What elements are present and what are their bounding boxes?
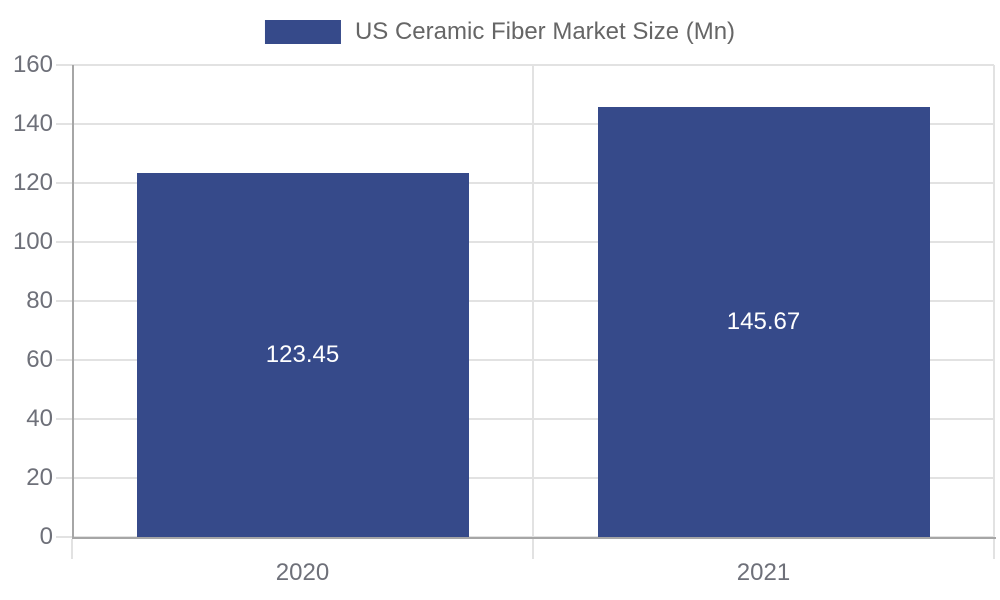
y-gridline <box>56 241 994 243</box>
x-axis-category-label: 2021 <box>736 559 791 586</box>
y-axis-tick-label: 60 <box>26 346 53 373</box>
y-gridline <box>56 418 994 420</box>
bar-2020[interactable]: 123.45 <box>136 172 469 537</box>
x-axis-line <box>72 537 996 539</box>
y-gridline <box>56 300 994 302</box>
y-axis-tick-label: 20 <box>26 464 53 491</box>
legend-item[interactable]: US Ceramic Fiber Market Size (Mn) <box>264 18 736 45</box>
y-gridline <box>56 64 994 66</box>
y-axis-tick-label: 80 <box>26 287 53 314</box>
y-axis-tick-label: 160 <box>12 51 53 78</box>
bar-value-label: 123.45 <box>265 340 340 368</box>
y-gridline <box>56 477 994 479</box>
y-gridline <box>56 182 994 184</box>
y-gridline <box>56 123 994 125</box>
bar-value-label: 145.67 <box>726 308 801 336</box>
y-axis-tick-label: 140 <box>12 110 53 137</box>
y-axis-tick-label: 120 <box>12 169 53 196</box>
y-gridline <box>56 359 994 361</box>
legend-swatch-icon <box>264 20 341 44</box>
x-axis-tick <box>532 539 534 559</box>
y-axis-tick-label: 100 <box>12 228 53 255</box>
x-axis-tick <box>71 539 73 559</box>
y-axis-tick-label: 40 <box>26 405 53 432</box>
legend-label: US Ceramic Fiber Market Size (Mn) <box>354 18 736 45</box>
y-axis-tick-label: 0 <box>39 523 53 550</box>
bar-2021[interactable]: 145.67 <box>597 107 930 537</box>
x-axis-tick <box>993 539 995 559</box>
x-boundary-gridline <box>532 65 534 537</box>
x-axis-category-label: 2020 <box>275 559 330 586</box>
x-boundary-gridline <box>993 65 995 537</box>
y-axis-line <box>72 65 74 539</box>
